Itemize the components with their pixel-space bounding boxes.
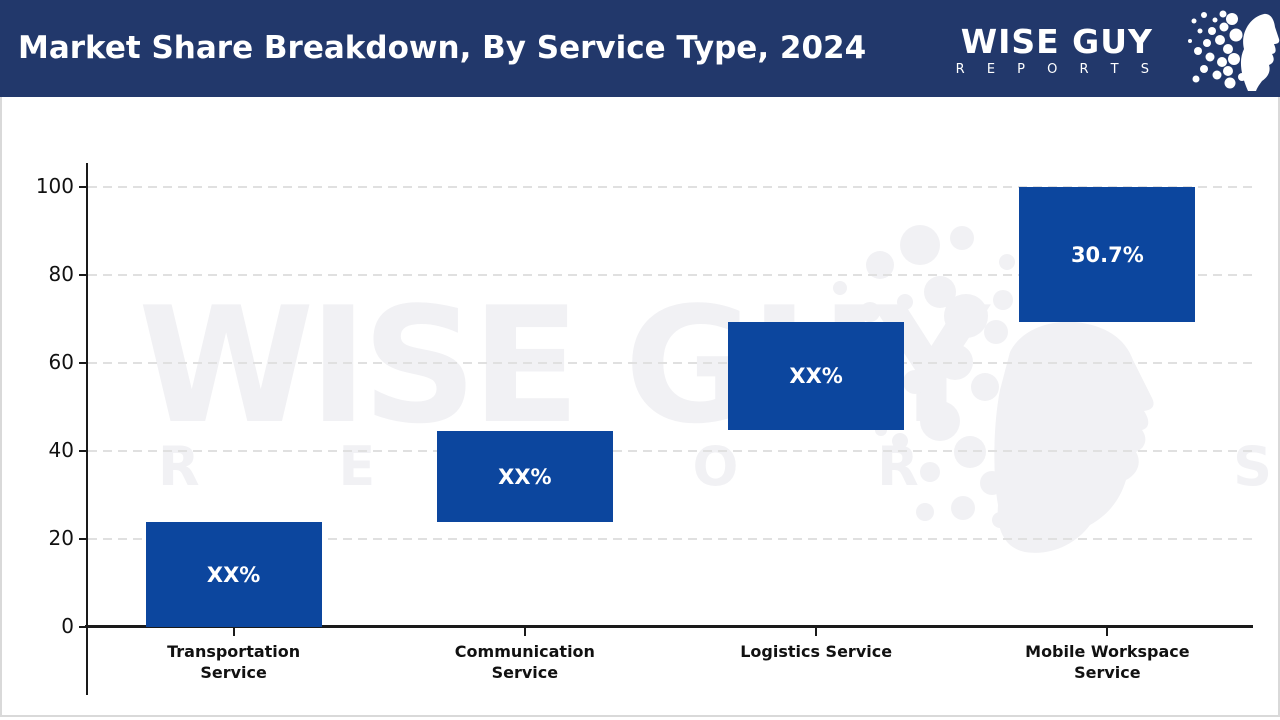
y-tick-mark-80 (79, 274, 87, 276)
x-category-label-1: Transportation Service (167, 642, 301, 682)
logo-subtext: R E P O R T S (955, 61, 1158, 77)
bar-3: XX% (728, 322, 905, 430)
y-tick-mark-40 (79, 450, 87, 452)
bottom-rule (0, 715, 1280, 717)
y-tick-label-80: 80 (48, 262, 74, 286)
brand-logo: WISE GUY R E P O R T S (956, 6, 1280, 92)
y-tick-label-60: 60 (48, 350, 74, 374)
x-tick-mark-4 (1106, 628, 1109, 636)
logo-face-icon (1188, 10, 1280, 91)
header-bar: Market Share Breakdown, By Service Type,… (0, 0, 1280, 97)
y-tick-label-0: 0 (61, 614, 74, 638)
bar-4: 30.7% (1019, 187, 1196, 323)
left-rule (0, 97, 2, 717)
y-tick-mark-100 (79, 186, 87, 188)
right-rule (1278, 97, 1280, 717)
y-tick-label-40: 40 (48, 438, 74, 462)
gridline-100 (88, 186, 1253, 188)
chart-area: WISE GUY R E P O R T S 0 20 40 60 80 100 XX% X… (0, 97, 1280, 720)
logo-wordmark: WISE GUY (960, 21, 1153, 61)
gridline-20 (88, 538, 1253, 540)
bar-value-label: XX% (789, 363, 843, 388)
x-category-label-3: Logistics Service (740, 642, 893, 661)
x-category-label-2: Communication Service (454, 642, 595, 682)
x-tick-mark-3 (815, 628, 818, 636)
x-category-label-4: Mobile Workspace Service (1025, 642, 1190, 682)
gridline-60 (88, 362, 1253, 364)
logo-text: WISE GUY R E P O R T S (956, 22, 1158, 77)
x-axis-line (85, 625, 1253, 628)
bar-value-label: XX% (206, 562, 261, 587)
y-tick-mark-60 (79, 362, 87, 364)
y-tick-label-100: 100 (35, 174, 74, 198)
y-tick-mark-0 (79, 626, 87, 628)
bar-1: XX% (145, 522, 322, 627)
chart-title: Market Share Breakdown, By Service Type,… (18, 30, 867, 66)
y-tick-mark-20 (79, 538, 87, 540)
gridline-40 (88, 450, 1253, 452)
bar-2: XX% (436, 431, 613, 522)
y-axis-line (86, 163, 88, 695)
bar-value-label: XX% (498, 464, 552, 489)
x-tick-mark-2 (523, 628, 526, 636)
y-tick-label-20: 20 (48, 526, 74, 550)
x-tick-mark-1 (232, 628, 235, 636)
gridline-80 (88, 274, 1253, 276)
bar-value-label: 30.7% (1070, 242, 1144, 267)
